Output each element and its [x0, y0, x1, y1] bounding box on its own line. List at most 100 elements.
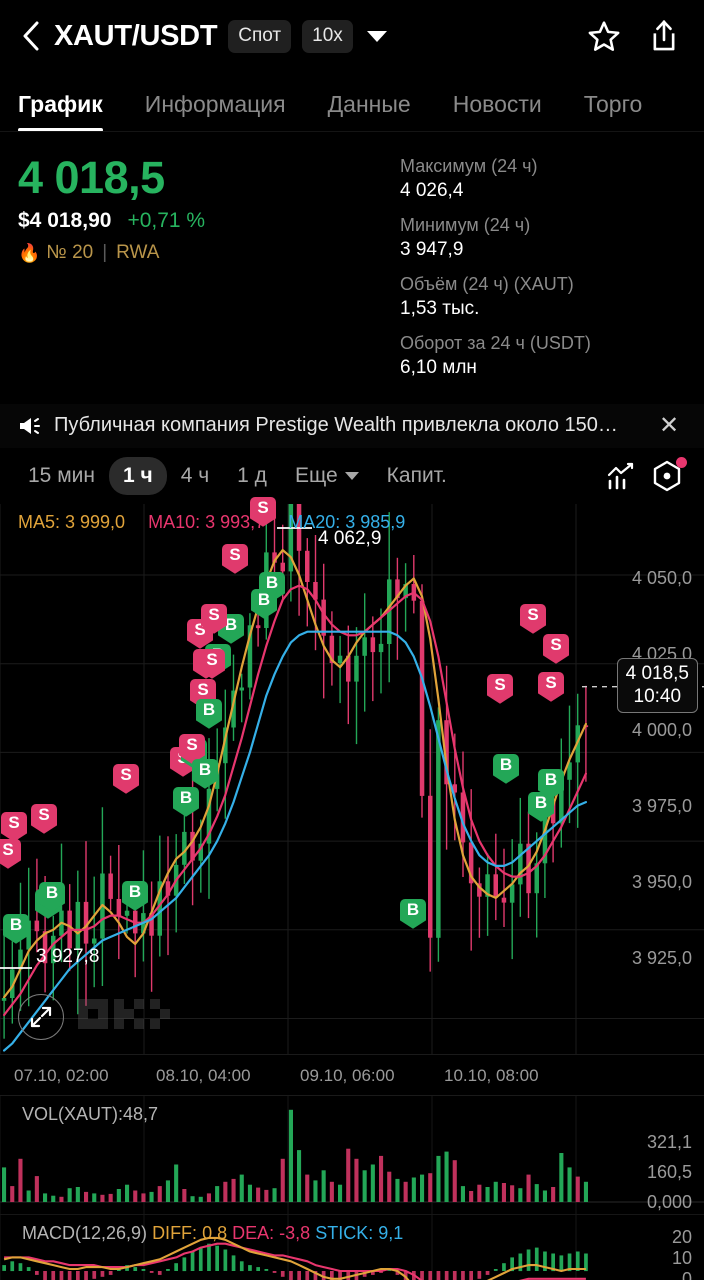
news-text[interactable]: Публичная компания Prestige Wealth привл…	[54, 414, 618, 437]
stat-volume-24h: Объём (24 ч) (XAUT) 1,53 тыс.	[400, 272, 686, 322]
change-percent: +0,71 %	[127, 209, 206, 233]
macd-label: MACD(12,26,9)	[22, 1222, 148, 1243]
buy-signal-marker[interactable]: B	[196, 699, 222, 729]
signal-label: S	[38, 804, 50, 824]
chevron-left-icon[interactable]	[18, 21, 44, 51]
buy-signal-marker[interactable]: B	[192, 759, 218, 789]
sell-signal-marker[interactable]: S	[222, 544, 248, 574]
price-tick: 4 000,0	[631, 719, 692, 740]
current-price-value: 4 018,5	[625, 663, 689, 685]
stat-value: 3 947,9	[400, 239, 464, 261]
chart-indicator-icon[interactable]	[598, 453, 644, 499]
sell-signal-marker[interactable]: S	[487, 674, 513, 704]
tab-trade[interactable]: Торго	[583, 91, 643, 117]
sell-signal-marker[interactable]: S	[199, 649, 225, 679]
sell-signal-marker[interactable]: S	[1, 812, 27, 842]
sell-signal-marker[interactable]: S	[520, 604, 546, 634]
timeframe-1h[interactable]: 1 ч	[108, 456, 167, 495]
timeframe-bar: 15 мин 1 ч 4 ч 1 д Еще Капит.	[0, 448, 704, 504]
buy-signal-marker[interactable]: B	[39, 882, 65, 912]
volume-tick: 0,000	[646, 1191, 692, 1212]
tab-news[interactable]: Новости	[452, 91, 542, 117]
low-price-label: 3 927,8	[36, 945, 100, 967]
timeframe-15m[interactable]: 15 мин	[28, 463, 95, 487]
volume-canvas	[0, 1095, 704, 1214]
buy-signal-marker[interactable]: B	[538, 769, 564, 799]
leverage-badge[interactable]: 10x	[302, 19, 353, 53]
macd-tick: 0	[681, 1268, 692, 1280]
page-title: XAUT/USDT	[54, 19, 218, 52]
sell-signal-marker[interactable]: S	[31, 804, 57, 834]
current-price-time: 10:40	[633, 685, 682, 707]
rank-row[interactable]: 🔥 № 20 | RWA	[18, 242, 400, 264]
price-sub-row: $4 018,90 +0,71 %	[18, 209, 400, 233]
sell-signal-marker[interactable]: S	[250, 497, 276, 527]
buy-signal-marker[interactable]: B	[493, 754, 519, 784]
stat-value: 1,53 тыс.	[400, 298, 480, 320]
timeframe-more[interactable]: Еще	[281, 457, 373, 495]
category-tag[interactable]: RWA	[116, 242, 160, 264]
candlestick-canvas[interactable]	[0, 503, 704, 1054]
signal-label: S	[206, 649, 218, 669]
time-tick: 10.10, 08:00	[444, 1065, 539, 1085]
tab-data[interactable]: Данные	[327, 91, 411, 117]
share-icon[interactable]	[642, 14, 686, 58]
stat-low-24h: Минимум (24 ч) 3 947,9	[400, 213, 686, 263]
stat-label: Максимум (24 ч)	[400, 156, 538, 176]
rank-value: № 20	[46, 242, 94, 264]
tab-chart[interactable]: График	[18, 91, 103, 132]
ticker-stats: 4 018,5 $4 018,90 +0,71 % 🔥 № 20 | RWA М…	[0, 132, 704, 390]
volume-panel[interactable]: VOL(XAUT):48,7 321,1 160,5 0,000	[0, 1095, 704, 1214]
chevron-down-icon[interactable]	[366, 30, 387, 42]
sell-signal-marker[interactable]: S	[113, 764, 139, 794]
buy-signal-marker[interactable]: B	[173, 787, 199, 817]
hexagon-settings-icon[interactable]	[644, 453, 690, 499]
signal-label: S	[229, 544, 241, 564]
macd-title: MACD(12,26,9) DIFF: 0,8 DEA: -3,8 STICK:…	[22, 1223, 403, 1244]
sell-signal-marker[interactable]: S	[0, 839, 21, 869]
fire-icon: 🔥	[18, 242, 41, 263]
timeframe-capitalization[interactable]: Капит.	[386, 463, 447, 487]
market-type-badge[interactable]: Спот	[228, 19, 292, 53]
ma5-legend: MA5: 3 999,0	[18, 511, 126, 532]
stat-high-24h: Максимум (24 ч) 4 026,4	[400, 154, 686, 204]
buy-signal-marker[interactable]: B	[218, 614, 244, 644]
macd-canvas	[0, 1214, 588, 1280]
expand-icon[interactable]	[18, 993, 64, 1040]
tab-info[interactable]: Информация	[144, 91, 286, 117]
sell-signal-marker[interactable]: S	[543, 634, 569, 664]
macd-tick: 20	[671, 1226, 692, 1247]
price-tick: 3 975,0	[631, 795, 692, 816]
close-icon[interactable]: ✕	[658, 412, 680, 440]
buy-signal-marker[interactable]: B	[122, 881, 148, 911]
buy-signal-marker[interactable]: B	[259, 572, 285, 602]
sell-signal-marker[interactable]: S	[190, 679, 216, 709]
buy-signal-marker[interactable]: B	[400, 899, 426, 929]
sell-signal-marker[interactable]: S	[187, 619, 213, 649]
buy-signal-marker[interactable]: B	[251, 589, 277, 619]
ticker-secondary: Максимум (24 ч) 4 026,4 Минимум (24 ч) 3…	[400, 154, 686, 390]
ma20-legend: MA20: 3 985,9	[288, 511, 406, 532]
peak-price-label: 4 062,9	[318, 527, 382, 549]
timeframe-4h[interactable]: 4 ч	[180, 463, 210, 487]
signal-label: B	[45, 882, 59, 902]
time-axis: 07.10, 02:00 08.10, 04:00 09.10, 06:00 1…	[0, 1053, 704, 1096]
news-banner[interactable]: Публичная компания Prestige Wealth привл…	[0, 403, 704, 448]
price-chart[interactable]: MA5: 3 999,0 MA10: 3 993,7 MA20: 3 985,9…	[0, 498, 704, 1054]
sell-signal-marker[interactable]: S	[179, 734, 205, 764]
timeframe-1d[interactable]: 1 д	[237, 463, 267, 487]
stat-label: Объём (24 ч) (XAUT)	[400, 273, 574, 294]
macd-stick-value: 9,1	[378, 1222, 404, 1243]
price-tick: 3 925,0	[631, 947, 692, 968]
macd-diff-value: 0,8	[202, 1222, 228, 1243]
macd-panel[interactable]: MACD(12,26,9) DIFF: 0,8 DEA: -3,8 STICK:…	[0, 1213, 704, 1280]
sell-signal-marker[interactable]: S	[201, 604, 227, 634]
signal-label: S	[120, 764, 132, 784]
buy-signal-marker[interactable]: B	[3, 914, 29, 944]
main-tabs: График Информация Данные Новости Торго	[0, 72, 704, 132]
price-tick: 4 050,0	[631, 567, 692, 588]
stat-label: Минимум (24 ч)	[400, 214, 531, 235]
sell-signal-marker[interactable]: S	[538, 672, 564, 702]
star-icon[interactable]	[582, 14, 626, 58]
